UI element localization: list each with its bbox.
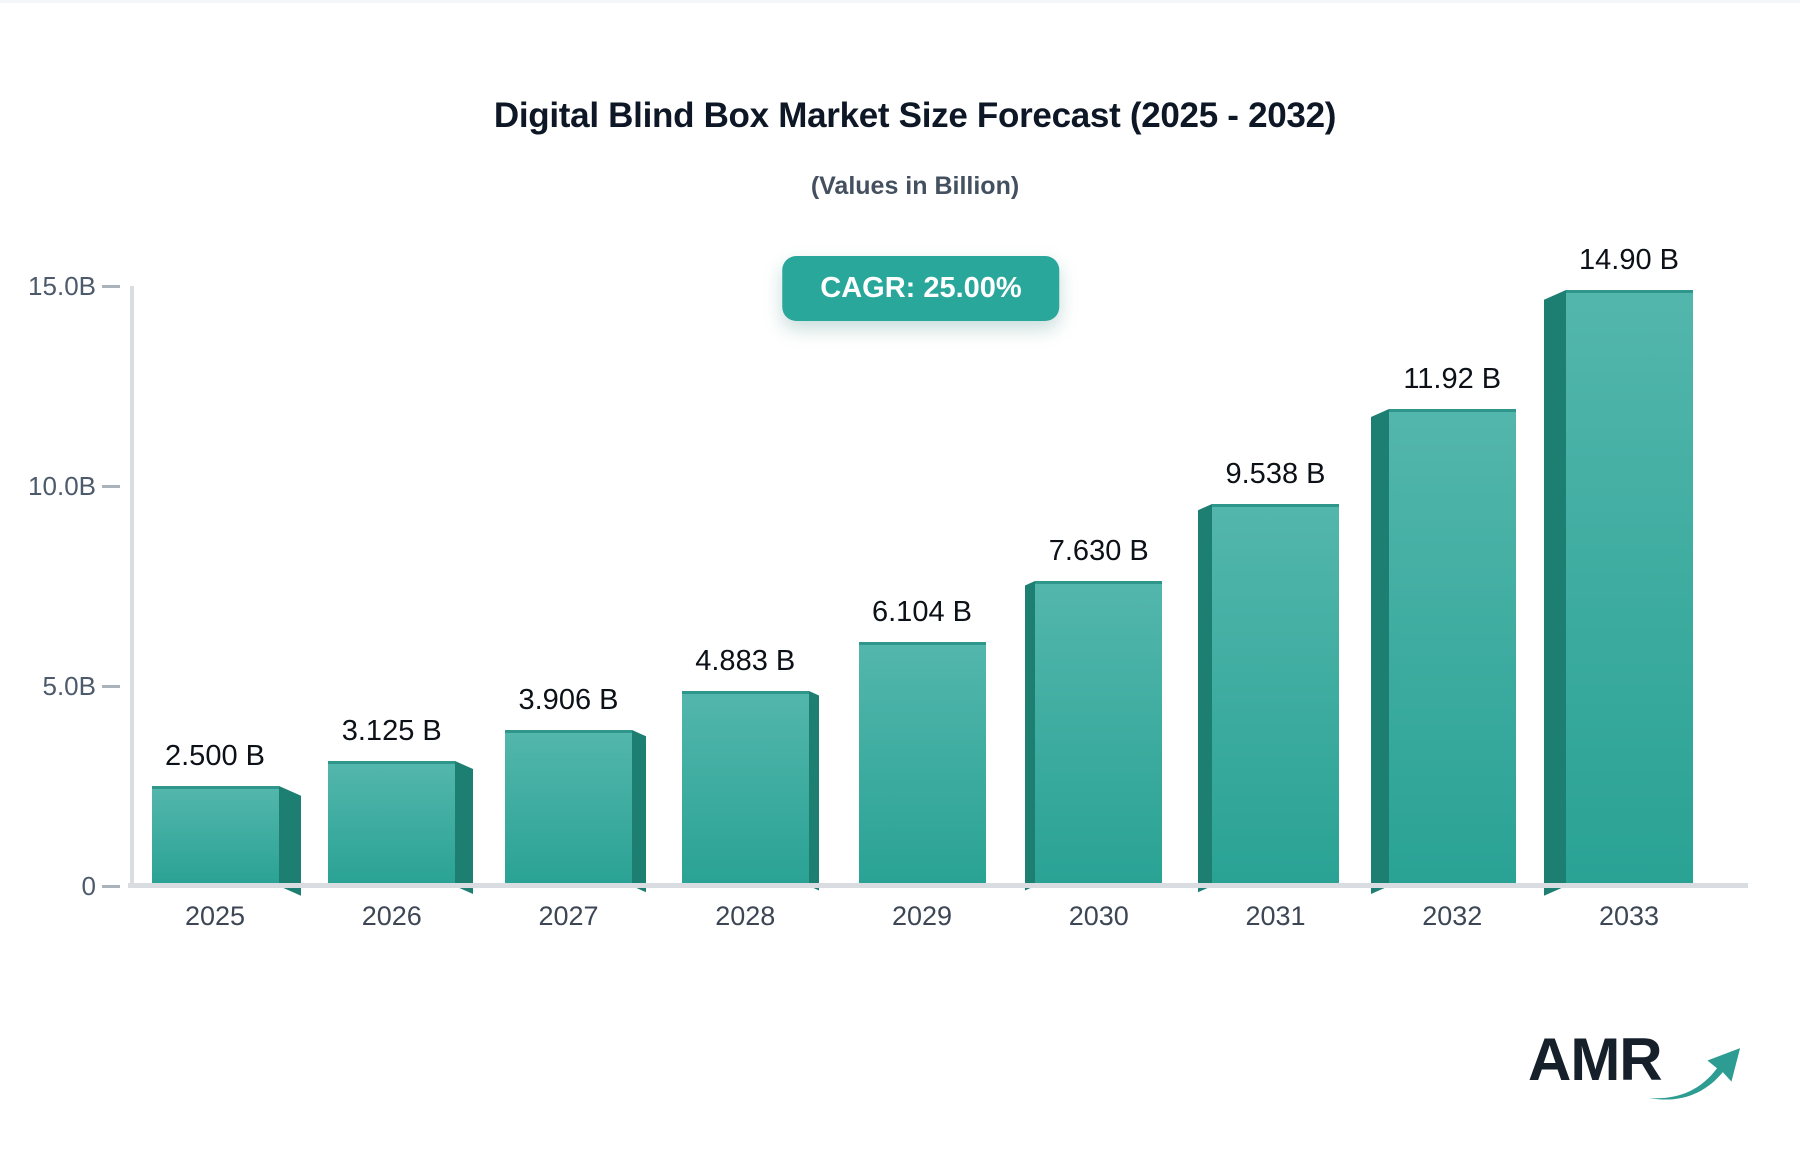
cagr-badge: CAGR: 25.00% bbox=[782, 256, 1060, 321]
bar-side-2025 bbox=[278, 786, 301, 896]
chart-subtitle: (Values in Billion) bbox=[810, 172, 1020, 200]
bar-2033 bbox=[1565, 290, 1693, 886]
bar-value-label-2030: 7.630 B bbox=[1048, 534, 1149, 567]
bar-2027 bbox=[505, 729, 632, 886]
cagr-badge-label: CAGR: 25.00% bbox=[820, 272, 1022, 304]
x-axis-label-2031: 2031 bbox=[1245, 901, 1306, 931]
y-axis-line bbox=[130, 286, 134, 887]
amr-logo: AMR bbox=[1528, 1030, 1742, 1106]
growth-arrow-icon bbox=[1648, 1048, 1740, 1100]
chart-title: Digital Blind Box Market Size Forecast (… bbox=[493, 96, 1337, 135]
y-axis-label-10.0B: 10.0B bbox=[28, 471, 96, 501]
bar-2025 bbox=[151, 786, 279, 886]
bar-value-label-2025: 2.500 B bbox=[165, 740, 265, 772]
y-axis-label-0: 0 bbox=[81, 871, 96, 901]
bar-2032 bbox=[1388, 409, 1516, 886]
bar-value-label-2027: 3.906 B bbox=[518, 683, 619, 716]
bar-2029 bbox=[858, 641, 986, 886]
x-axis-label-2032: 2032 bbox=[1422, 901, 1483, 931]
bar-side-2031 bbox=[1198, 504, 1212, 893]
x-axis-label-2030: 2030 bbox=[1068, 901, 1129, 931]
page-top-border bbox=[0, 0, 1800, 3]
x-axis-baseline bbox=[128, 883, 1748, 888]
bar-value-label-2029: 6.104 B bbox=[872, 595, 972, 628]
x-axis-label-2026: 2026 bbox=[361, 901, 422, 931]
bar-2031 bbox=[1212, 504, 1339, 886]
x-axis-label-2025: 2025 bbox=[184, 901, 246, 931]
bar-value-label-2028: 4.883 B bbox=[695, 644, 796, 677]
bar-side-2027 bbox=[632, 729, 646, 893]
bar-side-2028 bbox=[808, 690, 819, 891]
bar-value-label-2032: 11.92 B bbox=[1403, 363, 1502, 396]
bar-side-2030 bbox=[1025, 580, 1036, 891]
bar-2026 bbox=[328, 761, 456, 886]
x-axis-label-2028: 2028 bbox=[715, 901, 776, 931]
x-axis-label-2033: 2033 bbox=[1598, 901, 1660, 931]
amr-logo-text: AMR bbox=[1528, 1026, 1663, 1093]
bar-side-2026 bbox=[455, 761, 474, 895]
y-axis-tick-mark bbox=[102, 885, 120, 888]
y-axis-label-15.0B: 15.0B bbox=[28, 271, 96, 301]
bar-value-label-2033: 14.90 B bbox=[1579, 244, 1679, 276]
x-axis-label-2027: 2027 bbox=[538, 901, 599, 931]
x-axis-label-2029: 2029 bbox=[891, 901, 953, 931]
y-axis-tick-mark bbox=[102, 285, 120, 288]
bar-value-label-2026: 3.125 B bbox=[341, 715, 442, 747]
y-axis-tick-mark bbox=[102, 685, 120, 688]
bar-value-label-2031: 9.538 B bbox=[1225, 458, 1326, 491]
bar-2030 bbox=[1035, 580, 1163, 886]
bar-2028 bbox=[681, 690, 809, 886]
y-axis-tick-mark bbox=[102, 485, 120, 488]
y-axis-label-5.0B: 5.0B bbox=[42, 671, 97, 701]
